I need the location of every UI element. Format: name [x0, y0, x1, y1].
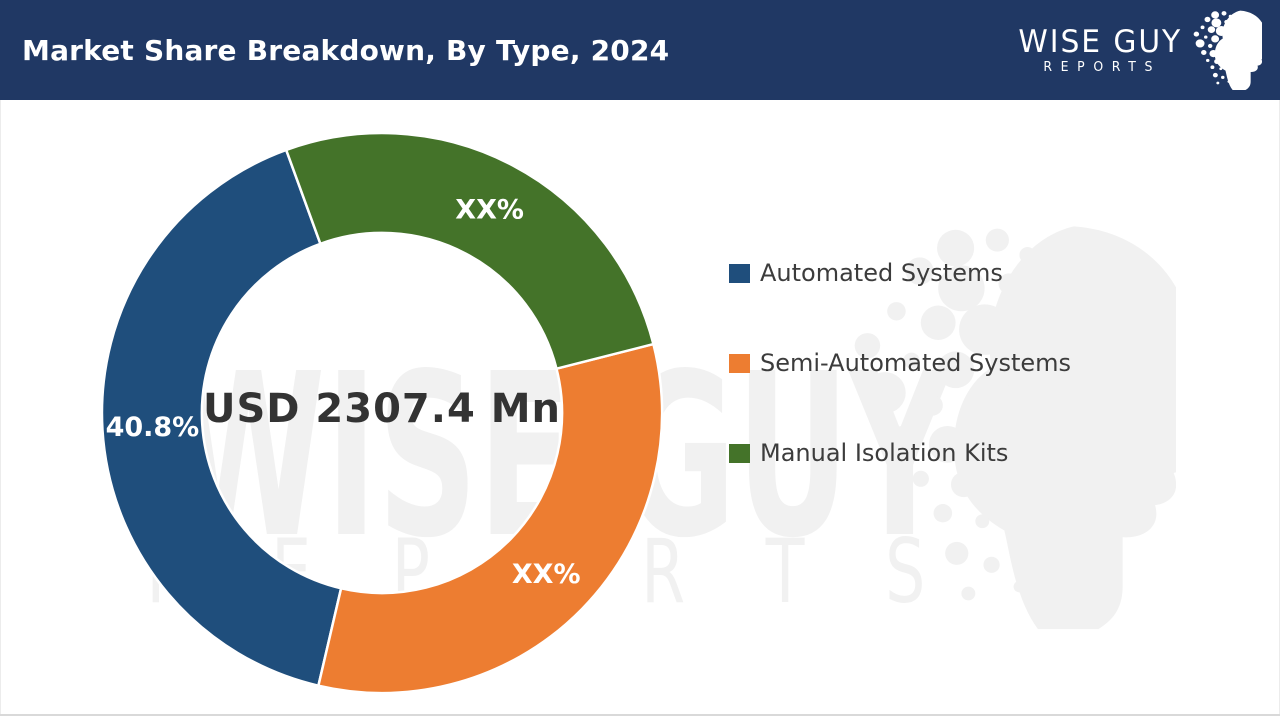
- legend-item-manual-isolation-kits: Manual Isolation Kits: [729, 438, 1071, 468]
- legend-item-semi-automated-systems: Semi-Automated Systems: [729, 348, 1071, 378]
- donut-slice-semi-automated-systems: [317, 342, 664, 695]
- chart-legend: Automated Systems Semi-Automated Systems…: [729, 258, 1071, 468]
- donut-center-value: USD 2307.4 Mn: [203, 386, 561, 432]
- legend-swatch-manual-isolation-kits: [729, 443, 750, 463]
- wiseguy-logo-text: WISE GUY REPORTS: [1018, 23, 1183, 75]
- legend-item-automated-systems: Automated Systems: [729, 258, 1071, 288]
- legend-swatch-semi-automated-systems: [729, 353, 750, 373]
- wiseguy-face-icon: [1193, 10, 1262, 91]
- donut-slice-manual-isolation-kits: [284, 131, 655, 370]
- slice-percentage-label-semi-automated-systems: XX%: [512, 559, 581, 590]
- donut-slice-automated-systems: [100, 148, 343, 687]
- legend-label: Semi-Automated Systems: [760, 349, 1072, 377]
- wiseguy-logo: WISE GUY REPORTS: [1015, 7, 1262, 93]
- logo-wordmark: WISE GUY: [1018, 23, 1183, 60]
- watermark-face-icon: [854, 226, 1176, 630]
- legend-label: Automated Systems: [760, 259, 1003, 287]
- legend-swatch-automated-systems: [729, 263, 750, 283]
- page-title: Market Share Breakdown, By Type, 2024: [22, 33, 670, 67]
- legend-label: Manual Isolation Kits: [760, 439, 1009, 467]
- logo-subtitle: REPORTS: [1043, 59, 1162, 75]
- slice-percentage-label-automated-systems: 40.8%: [106, 412, 200, 443]
- donut-chart: 40.8% XX% XX% USD 2307.4 Mn: [100, 131, 664, 695]
- header-bar: Market Share Breakdown, By Type, 2024 WI…: [0, 0, 1280, 100]
- bottom-divider: [0, 714, 1280, 716]
- slice-percentage-label-manual-isolation-kits: XX%: [455, 195, 524, 226]
